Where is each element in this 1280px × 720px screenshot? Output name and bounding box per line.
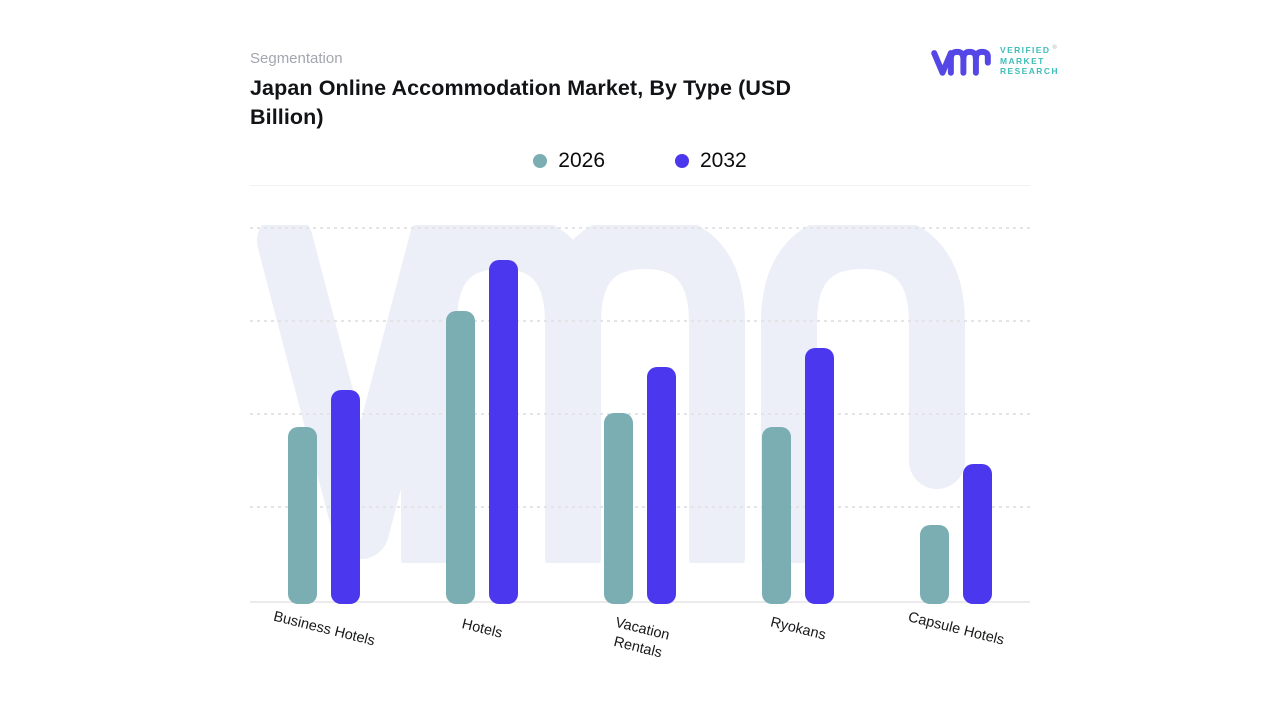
gridline-1	[250, 506, 1030, 508]
wordmark-line-1: VERIFIED	[1000, 45, 1051, 55]
bar-2026-hotels	[445, 311, 475, 604]
gridline-3	[250, 320, 1030, 322]
bar-2026-capsule-hotels	[919, 525, 949, 604]
x-axis-label-ryokans: Ryokans	[768, 614, 828, 644]
legend-label-2032: 2032	[700, 149, 747, 172]
bar-2032-capsule-hotels	[962, 464, 992, 604]
bar-2032-business-hotels	[330, 390, 360, 604]
bar-2026-business-hotels	[287, 427, 317, 604]
bar-2032-ryokans	[804, 348, 834, 604]
chart-title: Japan Online Accommodation Market, By Ty…	[250, 76, 792, 130]
gridline-2	[250, 413, 1030, 415]
x-axis-label-vacation-rentals: Vacation Rentals	[611, 614, 671, 662]
bar-2026-ryokans	[761, 427, 791, 604]
eyebrow-segmentation: Segmentation	[250, 50, 343, 67]
wordmark-line-2: MARKET	[1000, 55, 1045, 66]
x-axis-label-business-hotels: Business Hotels	[271, 608, 376, 650]
legend-label-2026: 2026	[558, 149, 605, 172]
x-axis-label-capsule-hotels: Capsule Hotels	[906, 609, 1006, 649]
vmr-watermark-icon	[255, 225, 995, 563]
legend-item-2032: 2032	[675, 149, 747, 173]
x-axis-line	[250, 601, 1030, 603]
legend-separator-line	[250, 185, 1030, 186]
brand-logo: VERIFIED ® MARKET RESEARCH	[930, 42, 1059, 82]
gridline-4	[250, 227, 1030, 229]
wordmark-line-3: RESEARCH	[1000, 66, 1059, 77]
vmr-glyph-icon	[930, 42, 992, 82]
brand-wordmark: VERIFIED ® MARKET RESEARCH	[1000, 42, 1059, 77]
legend-item-2026: 2026	[533, 149, 605, 173]
bar-2032-hotels	[488, 260, 518, 604]
x-axis-label-hotels: Hotels	[459, 616, 504, 642]
legend-swatch-2032	[675, 154, 689, 168]
bar-2032-vacation-rentals	[646, 367, 676, 604]
bar-2026-vacation-rentals	[603, 413, 633, 604]
registered-mark: ®	[1052, 45, 1057, 52]
chart-legend: 2026 2032	[250, 146, 1030, 176]
legend-swatch-2026	[533, 154, 548, 168]
